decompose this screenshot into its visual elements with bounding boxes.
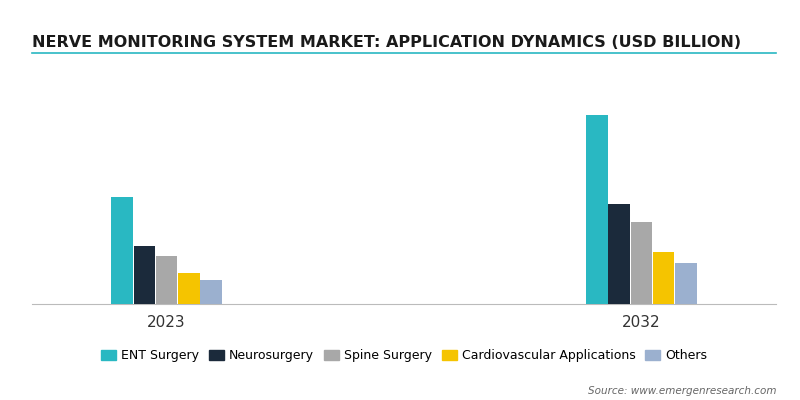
Bar (111, 198, 133, 304)
Bar (675, 263, 697, 304)
Bar (609, 204, 630, 304)
Legend: ENT Surgery, Neurosurgery, Spine Surgery, Cardiovascular Applications, Others: ENT Surgery, Neurosurgery, Spine Surgery… (96, 344, 712, 367)
Text: NERVE MONITORING SYSTEM MARKET: APPLICATION DYNAMICS (USD BILLION): NERVE MONITORING SYSTEM MARKET: APPLICAT… (32, 35, 741, 50)
Bar (630, 222, 652, 304)
Bar (156, 256, 178, 304)
Bar (653, 252, 674, 304)
Bar (200, 280, 222, 304)
Bar (178, 273, 199, 304)
Bar (134, 246, 155, 304)
Text: Source: www.emergenresearch.com: Source: www.emergenresearch.com (587, 386, 776, 396)
Bar (586, 115, 608, 304)
